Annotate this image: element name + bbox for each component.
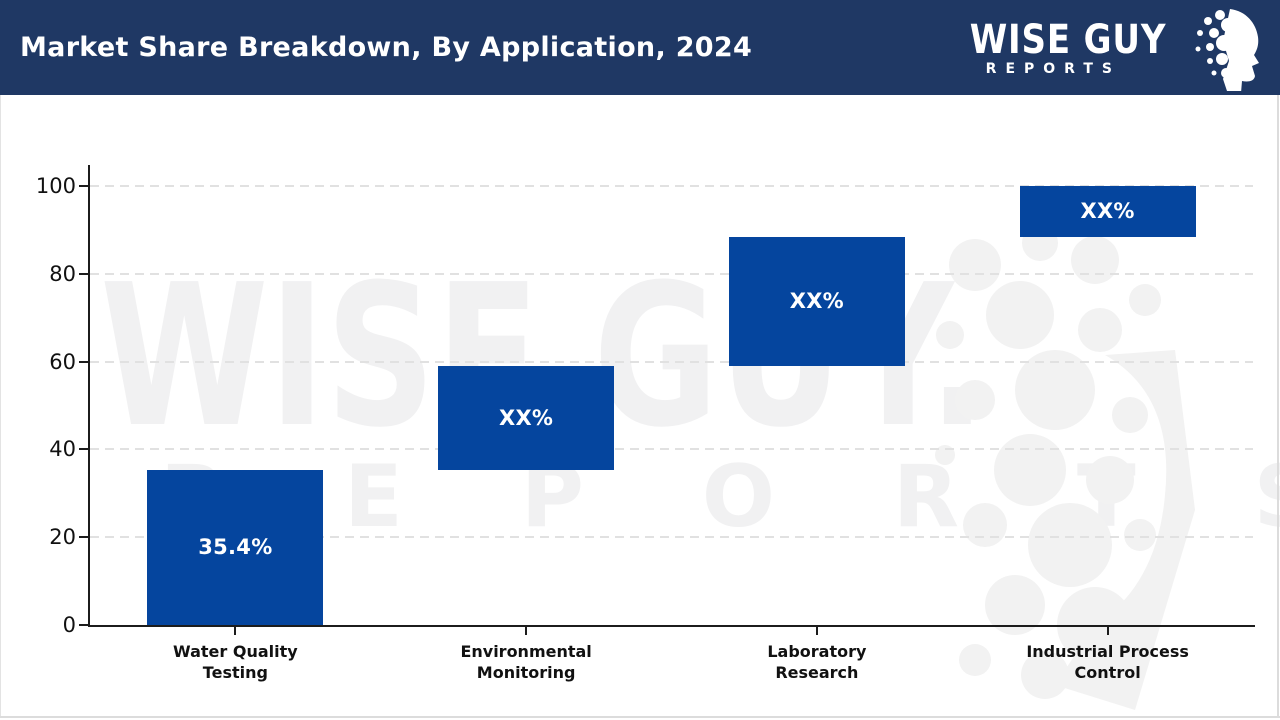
bar-value-label: XX%: [789, 289, 845, 314]
y-tick-60: [79, 360, 88, 363]
y-tick-label-60: 60: [49, 349, 76, 374]
logo-head-icon: [1195, 8, 1259, 91]
y-axis-spine: [88, 165, 90, 627]
wiseguy-logo: WISE GUY REPORTS: [935, 5, 1280, 91]
y-tick-label-80: 80: [49, 261, 76, 286]
chart-area: WISE GUY. R E P O R T S 35.4% XX% XX% XX% 0…: [0, 95, 1280, 720]
bar-segment[interactable]: XX%: [728, 236, 905, 367]
bar-segment[interactable]: XX%: [1019, 186, 1196, 237]
y-tick-0: [79, 624, 88, 626]
y-tick-label-20: 20: [49, 525, 76, 550]
x-tick-3: [1106, 627, 1109, 635]
logo-text: WISE GUY REPORTS: [935, 20, 1166, 76]
y-tick-100: [79, 185, 88, 188]
bar-value-label: XX%: [1080, 199, 1135, 224]
bar-segment[interactable]: 35.4%: [147, 469, 324, 625]
gridline-100: [90, 185, 1253, 188]
x-tick-0: [234, 627, 237, 635]
x-tick-2: [815, 627, 818, 635]
gridline-40: [90, 448, 1253, 451]
x-category-label: Environmental Monitoring: [460, 642, 592, 683]
x-axis-spine: [88, 625, 1255, 627]
bar-layer: 35.4% XX% XX% XX%: [90, 165, 1253, 625]
x-tick-1: [525, 627, 528, 635]
gridline-80: [90, 272, 1253, 275]
x-category-label: Industrial Process Control: [1026, 642, 1189, 683]
page-right-border: [1277, 95, 1279, 716]
y-tick-label-40: 40: [49, 437, 76, 462]
logo-subtitle: REPORTS: [985, 60, 1121, 77]
y-tick-40: [79, 448, 88, 451]
logo-wordmark: WISE GUY: [969, 16, 1166, 63]
y-tick-80: [79, 272, 88, 275]
gridline-60: [90, 360, 1253, 363]
header-bar: Market Share Breakdown, By Application, …: [0, 0, 1280, 95]
bar-value-label: XX%: [498, 405, 554, 430]
watermark-head-icon: [935, 225, 1195, 710]
x-category-label: Water Quality Testing: [173, 642, 298, 683]
y-tick-label-100: 100: [35, 174, 76, 199]
y-tick-20: [79, 536, 88, 539]
page-title: Market Share Breakdown, By Application, …: [20, 32, 753, 63]
gridline-20: [90, 536, 1253, 539]
bar-value-label: 35.4%: [198, 535, 273, 560]
gridline-layer: [90, 165, 1253, 625]
bar-segment[interactable]: XX%: [438, 366, 615, 470]
x-category-label: Laboratory Research: [767, 642, 867, 683]
y-tick-label-0: 0: [62, 613, 76, 637]
page-bottom-border: [0, 716, 1280, 718]
page-left-border: [0, 95, 1, 716]
